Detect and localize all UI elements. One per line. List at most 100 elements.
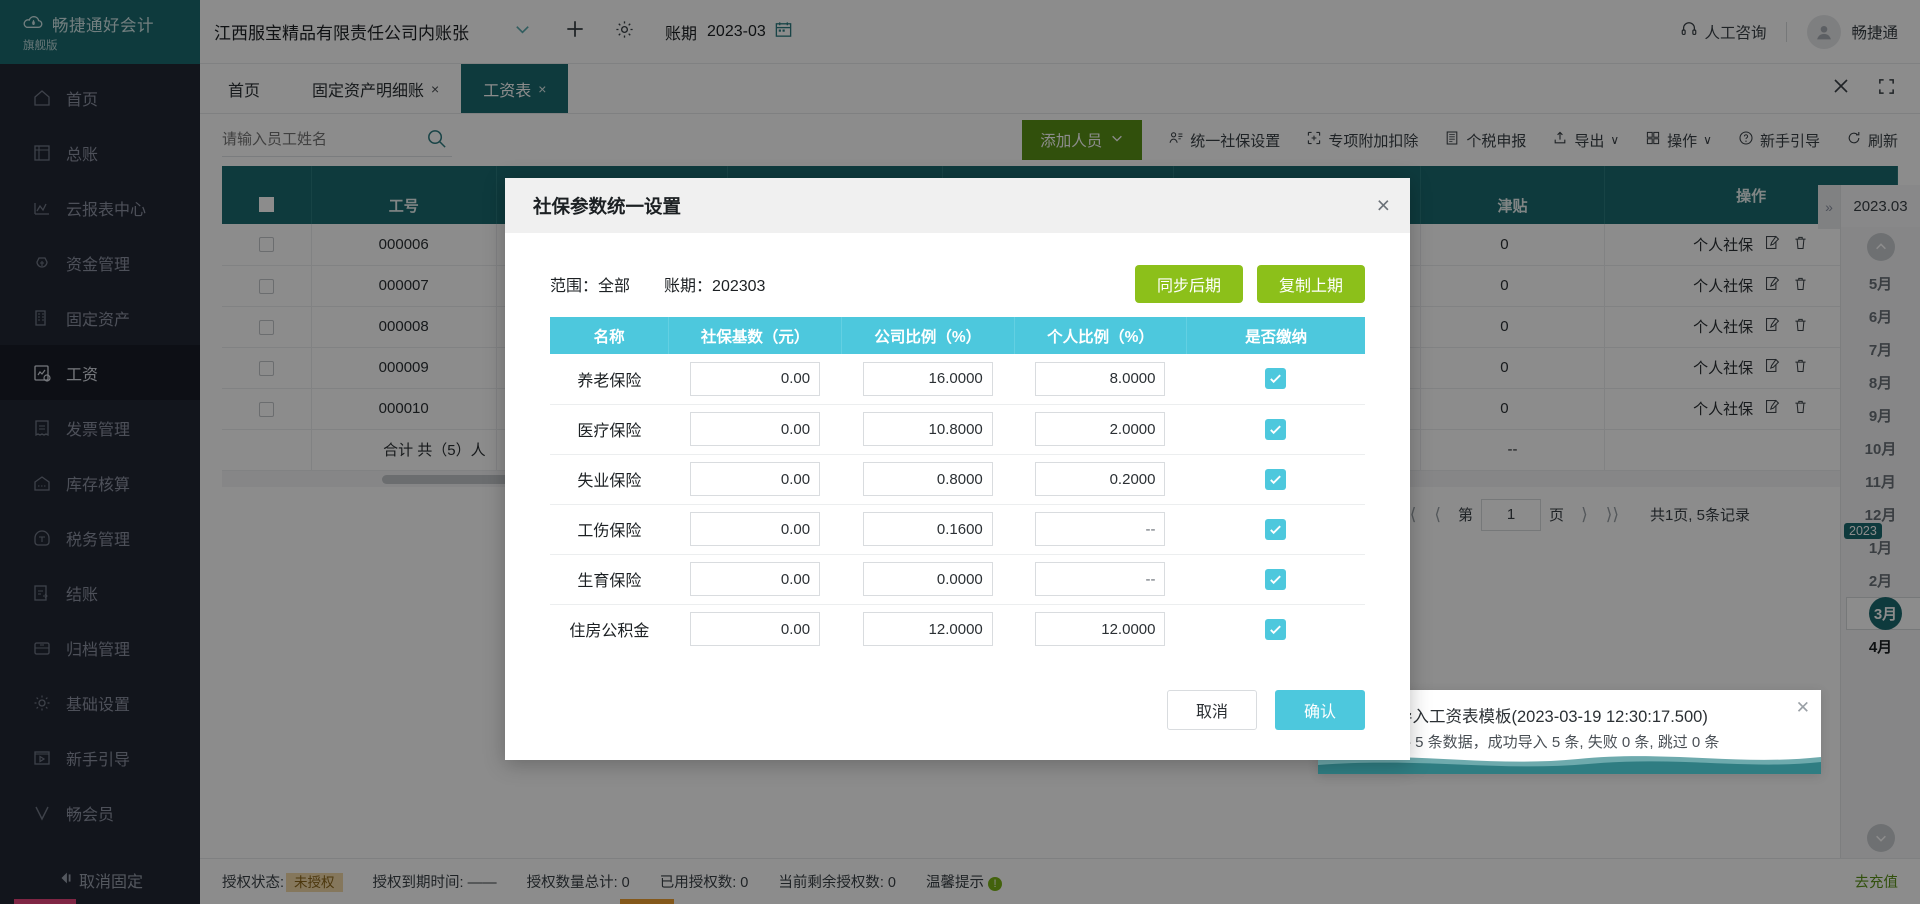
insurance-base-cell[interactable]: 0.00 <box>668 354 842 405</box>
sidebar-item-7[interactable]: 库存核算 <box>0 455 200 510</box>
row-checkbox-cell[interactable] <box>222 388 312 430</box>
trash-icon[interactable] <box>1792 275 1809 296</box>
insurance-base-cell[interactable]: 0.00 <box>668 554 842 605</box>
insurance-company-input[interactable]: 0.0000 <box>862 562 993 596</box>
tab-2[interactable]: 工资表 × <box>461 64 569 113</box>
insurance-company-input[interactable]: 0.8000 <box>862 462 993 496</box>
row-checkbox-cell[interactable] <box>222 306 312 348</box>
search-icon[interactable] <box>425 127 448 155</box>
next-page-icon[interactable]: ⟩ <box>1581 504 1588 524</box>
month-item-4月[interactable]: 4月 <box>1841 630 1920 663</box>
select-all-header[interactable] <box>222 166 312 224</box>
insurance-personal-cell[interactable]: -- <box>1014 504 1187 555</box>
trash-icon[interactable] <box>1792 316 1809 337</box>
row-checkbox[interactable] <box>258 401 274 417</box>
insurance-base-cell[interactable]: 0.00 <box>668 454 842 505</box>
avatar[interactable] <box>1807 14 1842 49</box>
month-item-8月[interactable]: 8月 <box>1841 366 1920 399</box>
sidebar-item-1[interactable]: 总账 <box>0 125 200 180</box>
paid-checkbox[interactable] <box>1265 368 1287 390</box>
select-all-checkbox[interactable] <box>258 197 274 212</box>
app-logo[interactable]: 畅捷通好会计 旗舰版 <box>0 0 200 64</box>
sidebar-item-5[interactable]: 工资 <box>0 345 200 400</box>
insurance-personal-cell[interactable]: 2.0000 <box>1014 404 1187 455</box>
edit-icon[interactable] <box>1764 316 1781 337</box>
month-item-5月[interactable]: 5月 <box>1841 267 1920 300</box>
close-icon[interactable] <box>1831 76 1851 101</box>
insurance-personal-cell[interactable]: -- <box>1014 554 1187 605</box>
insurance-personal-input[interactable]: 8.0000 <box>1035 361 1166 396</box>
col-header-allowance[interactable]: 津贴 <box>1420 166 1606 224</box>
personal-insurance-link[interactable]: 个人社保 <box>1693 319 1754 336</box>
insurance-personal-cell[interactable]: 8.0000 <box>1014 354 1187 405</box>
month-item-1月[interactable]: 1月 <box>1841 531 1920 564</box>
insurance-company-cell[interactable]: 0.8000 <box>841 454 1015 505</box>
edit-icon[interactable] <box>1764 275 1781 296</box>
collapse-right-icon[interactable]: » <box>1818 185 1840 229</box>
paid-checkbox[interactable] <box>1265 418 1287 440</box>
row-checkbox[interactable] <box>258 278 274 294</box>
info-icon[interactable]: ! <box>987 877 1002 891</box>
insurance-paid-cell[interactable] <box>1187 604 1365 654</box>
row-checkbox[interactable] <box>258 319 274 335</box>
insurance-base-cell[interactable]: 0.00 <box>668 404 842 455</box>
sidebar-item-6[interactable]: 发票管理 <box>0 400 200 455</box>
insurance-personal-input[interactable]: -- <box>1035 512 1166 546</box>
insurance-paid-cell[interactable] <box>1186 504 1365 555</box>
trash-icon[interactable] <box>1792 234 1809 255</box>
paid-checkbox[interactable] <box>1265 518 1287 540</box>
personal-insurance-link[interactable]: 个人社保 <box>1693 401 1754 418</box>
insurance-company-cell[interactable]: 16.0000 <box>841 354 1015 405</box>
sidebar-item-0[interactable]: 首页 <box>0 70 200 125</box>
insurance-personal-input[interactable]: 2.0000 <box>1035 412 1166 446</box>
insurance-paid-cell[interactable] <box>1186 354 1365 405</box>
cancel-button[interactable]: 取消 <box>1167 690 1257 730</box>
tab-1[interactable]: 固定资产明细账 × <box>290 64 461 113</box>
insurance-company-cell[interactable]: 0.1600 <box>841 504 1015 555</box>
insurance-base-input[interactable]: 0.00 <box>690 512 821 546</box>
copy-previous-button[interactable]: 复制上期 <box>1256 265 1365 303</box>
chevron-down-icon[interactable] <box>513 20 532 44</box>
month-item-6月[interactable]: 6月 <box>1841 300 1920 333</box>
unpin-sidebar-button[interactable]: 取消固定 <box>0 868 200 892</box>
month-item-2月[interactable]: 2月 <box>1841 564 1920 597</box>
toolbar-button-6[interactable]: 刷新 <box>1846 130 1898 151</box>
sidebar-item-12[interactable]: 新手引导 <box>0 730 200 785</box>
insurance-personal-input[interactable]: 0.2000 <box>1035 462 1166 496</box>
prev-page-icon[interactable]: ⟨ <box>1434 504 1442 524</box>
tab-0[interactable]: 首页 <box>200 64 290 113</box>
edit-icon[interactable] <box>1764 357 1781 378</box>
sidebar-item-9[interactable]: 结账 <box>0 565 200 620</box>
chevron-down-icon[interactable] <box>1866 824 1895 852</box>
insurance-base-cell[interactable]: 0.00 <box>668 504 842 555</box>
insurance-company-cell[interactable]: 10.8000 <box>841 404 1015 455</box>
toolbar-button-2[interactable]: 个税申报 <box>1444 130 1526 151</box>
sidebar-item-11[interactable]: 基础设置 <box>0 675 200 730</box>
tab-close-icon[interactable]: × <box>431 80 440 97</box>
insurance-company-cell[interactable]: 0.0000 <box>841 554 1015 605</box>
insurance-personal-cell[interactable]: 0.2000 <box>1014 454 1187 505</box>
row-checkbox-cell[interactable] <box>222 224 312 266</box>
row-checkbox[interactable] <box>258 237 274 253</box>
sidebar-item-13[interactable]: 畅会员 <box>0 785 200 840</box>
gear-icon[interactable] <box>614 19 635 45</box>
plus-icon[interactable] <box>564 18 586 45</box>
insurance-company-input[interactable]: 12.0000 <box>862 612 993 647</box>
toolbar-button-0[interactable]: 统一社保设置 <box>1168 130 1280 151</box>
insurance-paid-cell[interactable] <box>1186 404 1365 455</box>
tips[interactable]: 温馨提示! <box>926 871 1002 892</box>
insurance-personal-cell[interactable]: 12.0000 <box>1014 604 1187 654</box>
sidebar-item-4[interactable]: 固定资产 <box>0 290 200 345</box>
row-checkbox[interactable] <box>258 360 274 376</box>
insurance-personal-input[interactable]: -- <box>1035 562 1166 596</box>
insurance-base-cell[interactable]: 0.00 <box>669 604 842 654</box>
calendar-icon[interactable] <box>774 20 793 44</box>
last-page-icon[interactable]: ⟩⟩ <box>1605 504 1619 524</box>
insurance-paid-cell[interactable] <box>1186 554 1365 605</box>
insurance-company-input[interactable]: 16.0000 <box>862 361 993 396</box>
tab-close-icon[interactable]: × <box>538 80 547 97</box>
fullscreen-icon[interactable] <box>1877 77 1896 101</box>
sync-future-button[interactable]: 同步后期 <box>1134 265 1243 303</box>
month-item-9月[interactable]: 9月 <box>1841 399 1920 432</box>
toolbar-button-3[interactable]: 导出 ∨ <box>1552 130 1619 151</box>
